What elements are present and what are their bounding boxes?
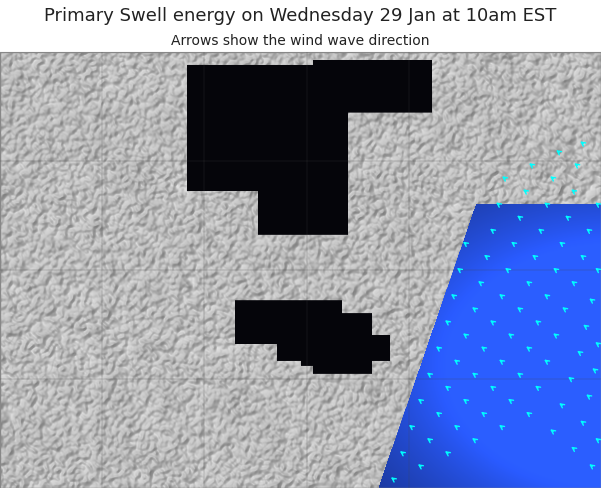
Text: Arrows show the wind wave direction: Arrows show the wind wave direction [171, 34, 430, 48]
Text: Primary Swell energy on Wednesday 29 Jan at 10am EST: Primary Swell energy on Wednesday 29 Jan… [44, 7, 557, 25]
